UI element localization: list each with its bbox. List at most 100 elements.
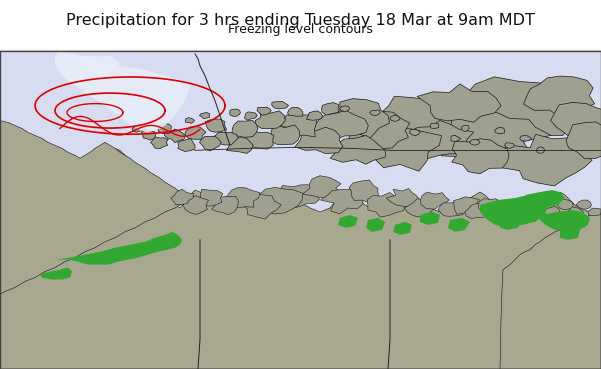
Polygon shape xyxy=(151,137,168,149)
Polygon shape xyxy=(469,139,480,145)
Polygon shape xyxy=(478,199,501,213)
Polygon shape xyxy=(545,206,560,217)
Text: Freezing level contours: Freezing level contours xyxy=(228,23,373,36)
Polygon shape xyxy=(157,124,171,134)
Polygon shape xyxy=(200,189,223,206)
Polygon shape xyxy=(0,182,601,369)
Polygon shape xyxy=(205,119,227,132)
Polygon shape xyxy=(310,110,368,140)
Polygon shape xyxy=(420,212,440,225)
Polygon shape xyxy=(272,101,288,109)
Polygon shape xyxy=(480,195,548,228)
Polygon shape xyxy=(280,113,317,137)
Polygon shape xyxy=(200,113,210,118)
Polygon shape xyxy=(302,176,341,198)
Polygon shape xyxy=(409,130,420,136)
Polygon shape xyxy=(225,187,260,208)
Polygon shape xyxy=(200,137,221,151)
Polygon shape xyxy=(186,118,195,123)
Polygon shape xyxy=(322,103,339,115)
Polygon shape xyxy=(307,111,322,120)
Polygon shape xyxy=(421,192,450,209)
Polygon shape xyxy=(366,218,385,232)
Polygon shape xyxy=(330,135,385,164)
Polygon shape xyxy=(257,107,271,115)
Polygon shape xyxy=(78,56,120,76)
Polygon shape xyxy=(178,139,195,151)
Polygon shape xyxy=(227,138,253,154)
Polygon shape xyxy=(393,222,412,235)
Polygon shape xyxy=(404,199,435,217)
Polygon shape xyxy=(165,129,185,142)
Polygon shape xyxy=(380,96,455,150)
Polygon shape xyxy=(537,147,545,154)
Polygon shape xyxy=(55,51,190,132)
Polygon shape xyxy=(0,51,601,369)
Polygon shape xyxy=(390,115,400,121)
Polygon shape xyxy=(212,196,238,215)
Polygon shape xyxy=(338,215,358,228)
Polygon shape xyxy=(183,196,209,214)
Polygon shape xyxy=(588,208,601,215)
Polygon shape xyxy=(364,128,442,171)
Polygon shape xyxy=(495,127,505,134)
Polygon shape xyxy=(451,135,460,141)
Polygon shape xyxy=(255,110,285,129)
Polygon shape xyxy=(367,193,405,217)
Polygon shape xyxy=(185,127,206,139)
Polygon shape xyxy=(430,123,439,128)
Text: Precipitation for 3 hrs ending Tuesday 18 Mar at 9am MDT: Precipitation for 3 hrs ending Tuesday 1… xyxy=(66,13,535,28)
Polygon shape xyxy=(452,139,509,174)
Polygon shape xyxy=(258,187,303,214)
Polygon shape xyxy=(230,109,240,116)
Polygon shape xyxy=(492,204,513,217)
Polygon shape xyxy=(567,207,584,218)
Polygon shape xyxy=(211,132,238,145)
Polygon shape xyxy=(505,143,514,148)
Polygon shape xyxy=(576,200,591,209)
Polygon shape xyxy=(55,232,182,265)
Polygon shape xyxy=(370,110,380,115)
Polygon shape xyxy=(333,99,389,138)
Polygon shape xyxy=(417,84,501,122)
Polygon shape xyxy=(171,189,194,205)
Polygon shape xyxy=(349,111,410,149)
Polygon shape xyxy=(349,180,379,203)
Polygon shape xyxy=(320,189,363,214)
Polygon shape xyxy=(132,124,145,132)
Polygon shape xyxy=(242,194,281,219)
Polygon shape xyxy=(525,190,565,208)
Polygon shape xyxy=(449,77,594,138)
Polygon shape xyxy=(0,51,188,294)
Polygon shape xyxy=(523,76,595,116)
Polygon shape xyxy=(500,218,520,230)
Polygon shape xyxy=(566,122,601,158)
Polygon shape xyxy=(0,148,148,212)
Polygon shape xyxy=(340,106,350,112)
Polygon shape xyxy=(454,197,479,214)
Polygon shape xyxy=(448,218,470,232)
Polygon shape xyxy=(141,130,156,140)
Polygon shape xyxy=(551,102,601,141)
Polygon shape xyxy=(517,206,538,220)
Polygon shape xyxy=(500,210,601,369)
Polygon shape xyxy=(386,189,421,207)
Polygon shape xyxy=(558,199,573,209)
Polygon shape xyxy=(245,112,257,120)
Polygon shape xyxy=(502,134,592,186)
Polygon shape xyxy=(288,107,303,116)
Polygon shape xyxy=(540,210,590,232)
Polygon shape xyxy=(465,203,491,218)
Polygon shape xyxy=(244,132,273,149)
Polygon shape xyxy=(520,135,531,141)
Polygon shape xyxy=(438,203,463,216)
Polygon shape xyxy=(232,120,258,137)
Polygon shape xyxy=(40,268,72,280)
Polygon shape xyxy=(407,120,474,159)
Polygon shape xyxy=(531,198,549,210)
Polygon shape xyxy=(560,228,580,240)
Polygon shape xyxy=(461,125,469,132)
Polygon shape xyxy=(270,125,300,144)
Polygon shape xyxy=(441,111,551,163)
Polygon shape xyxy=(295,127,343,154)
